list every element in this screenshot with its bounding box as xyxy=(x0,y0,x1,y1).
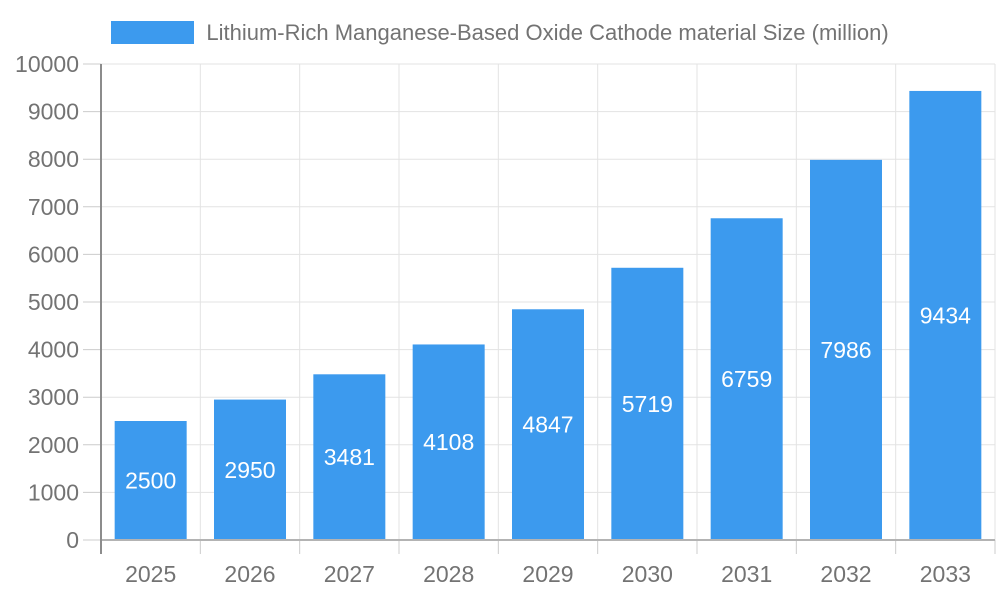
bar-value-label: 7986 xyxy=(820,337,871,363)
bar-value-label: 2500 xyxy=(125,468,176,494)
bar-2032[interactable] xyxy=(810,159,882,540)
y-axis-label: 5000 xyxy=(28,289,79,315)
bar-2033[interactable] xyxy=(909,90,982,541)
y-axis-label: 0 xyxy=(66,527,79,553)
y-axis-label: 8000 xyxy=(28,146,79,172)
bar-2031[interactable] xyxy=(710,218,783,540)
bar-value-label: 6759 xyxy=(721,366,772,392)
y-axis-label: 9000 xyxy=(28,99,79,125)
bar-2026[interactable] xyxy=(214,399,286,540)
bar-2030[interactable] xyxy=(611,267,684,540)
x-axis-label: 2032 xyxy=(820,561,871,587)
legend[interactable]: Lithium-Rich Manganese-Based Oxide Catho… xyxy=(0,21,1000,44)
legend-swatch[interactable] xyxy=(111,21,195,44)
bar-value-label: 2950 xyxy=(224,457,275,483)
y-axis-label: 2000 xyxy=(28,432,79,458)
y-axis-label: 1000 xyxy=(28,479,79,505)
bar-value-label: 4108 xyxy=(423,429,474,455)
y-axis-label: 7000 xyxy=(28,194,79,220)
bar-value-label: 4847 xyxy=(522,412,573,438)
bar-value-label: 3481 xyxy=(324,444,375,470)
bar-2028[interactable] xyxy=(412,344,485,540)
bar-value-label: 5719 xyxy=(622,391,673,417)
legend-label[interactable]: Lithium-Rich Manganese-Based Oxide Catho… xyxy=(206,20,889,45)
bar-2029[interactable] xyxy=(512,309,584,540)
x-axis-label: 2033 xyxy=(920,561,971,587)
bar-2027[interactable] xyxy=(313,374,386,540)
bar-value-label: 9434 xyxy=(920,302,971,328)
x-axis-label: 2025 xyxy=(125,561,176,587)
bar-2025[interactable] xyxy=(114,421,187,540)
y-axis-label: 4000 xyxy=(28,337,79,363)
y-axis-label: 3000 xyxy=(28,384,79,410)
x-axis-label: 2030 xyxy=(622,561,673,587)
y-axis-label: 6000 xyxy=(28,241,79,267)
x-axis-label: 2029 xyxy=(522,561,573,587)
x-axis-label: 2026 xyxy=(224,561,275,587)
y-axis-label: 10000 xyxy=(15,51,79,77)
x-axis-label: 2028 xyxy=(423,561,474,587)
x-axis-label: 2027 xyxy=(324,561,375,587)
x-axis-label: 2031 xyxy=(721,561,772,587)
